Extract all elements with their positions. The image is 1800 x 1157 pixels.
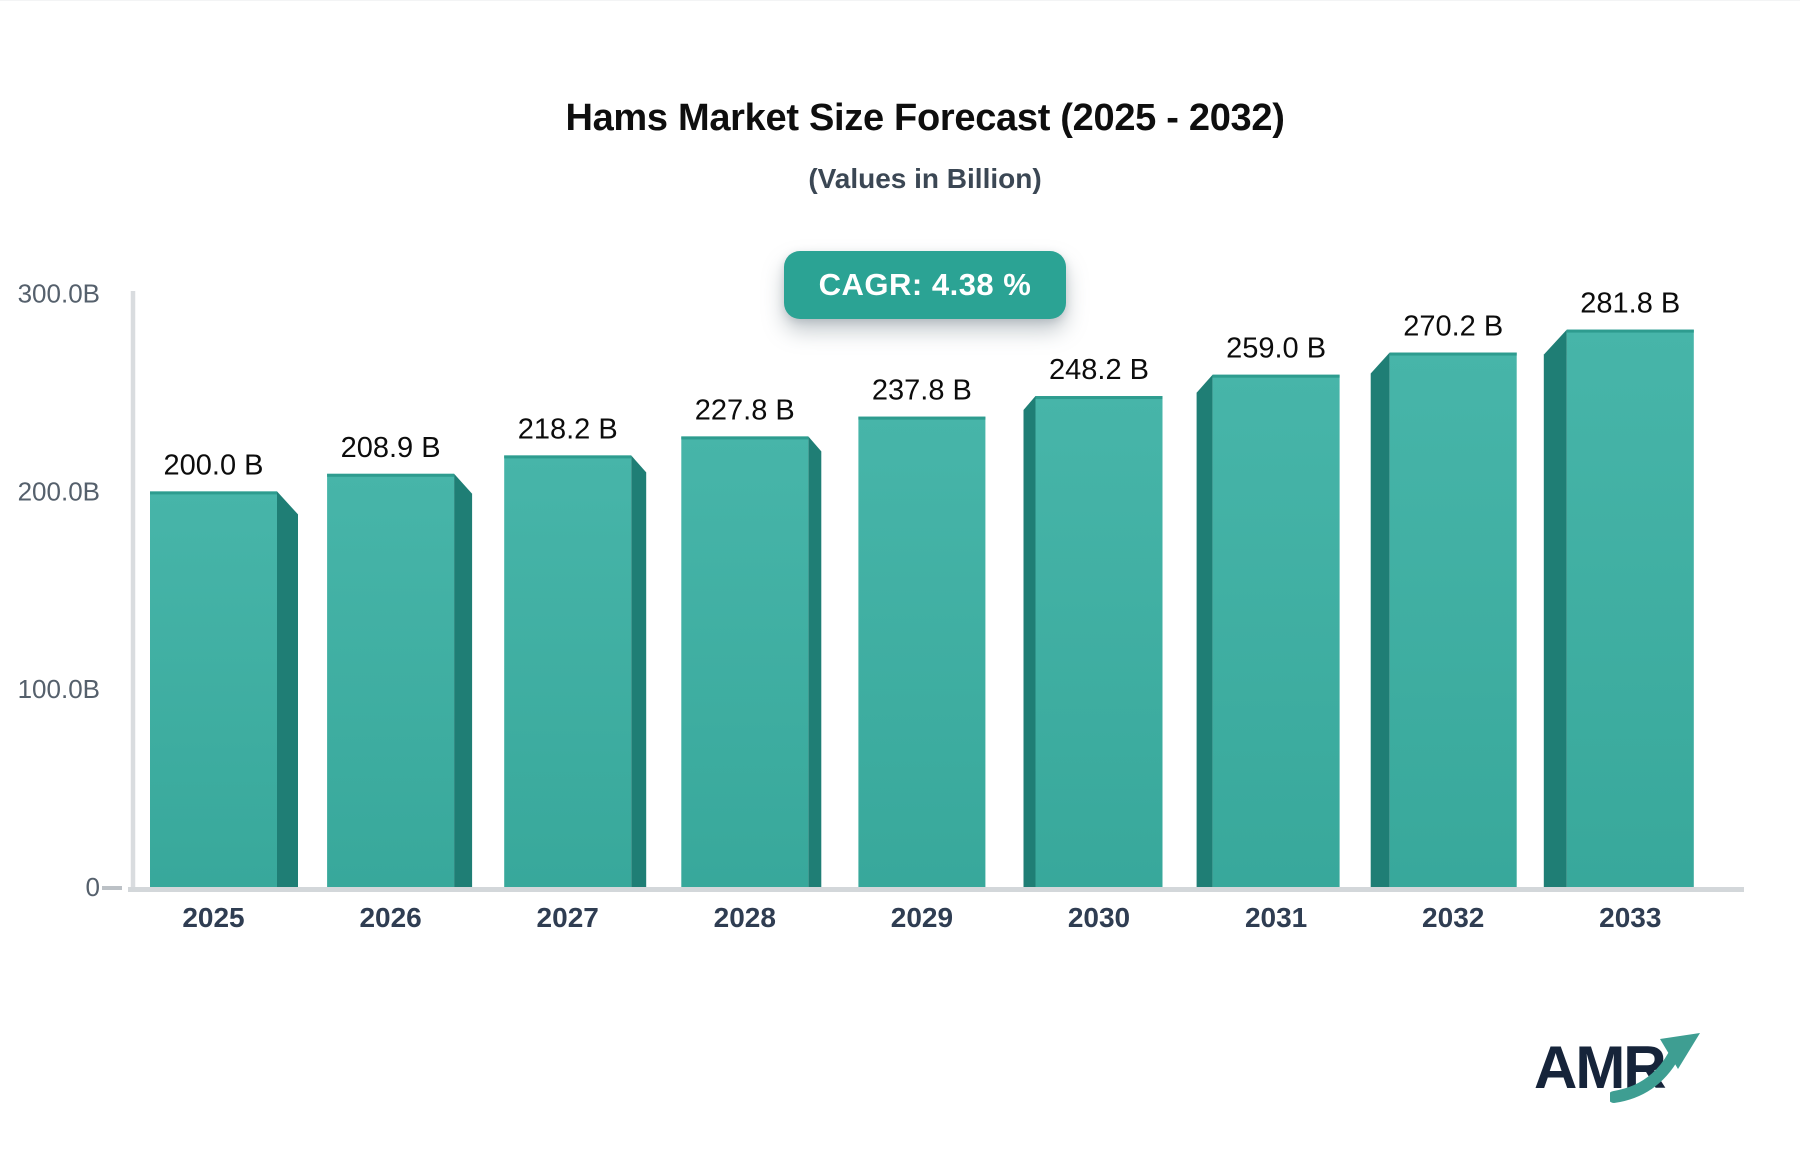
bar-front-face	[1212, 374, 1340, 887]
bar-side-face	[1023, 396, 1036, 887]
cagr-badge: CAGR: 4.38 %	[783, 251, 1067, 319]
bar-2025	[150, 491, 298, 887]
bar-front-face	[150, 491, 277, 887]
bar-side-face	[631, 455, 647, 887]
y-tick-label: 0	[86, 872, 100, 902]
bar-2031	[1196, 374, 1340, 887]
bar-top-edge	[1035, 396, 1163, 400]
cagr-badge-row: CAGR: 4.38 %	[50, 251, 1800, 319]
bar-front-face	[1566, 329, 1694, 887]
bar-value-label: 248.2 B	[1049, 354, 1149, 386]
bar-side-face	[277, 491, 298, 887]
bar-2026	[327, 473, 473, 887]
bar-2029	[858, 416, 986, 887]
bar-front-face	[504, 455, 632, 887]
bar-front-face	[327, 473, 455, 887]
bar-value-label: 218.2 B	[518, 413, 618, 445]
x-axis-year-label: 2030	[1068, 902, 1130, 933]
x-axis-year-label: 2029	[891, 902, 953, 933]
y-tick-label: 100.0B	[18, 674, 100, 704]
amr-logo: AMR	[1534, 1033, 1714, 1113]
bar-top-edge	[1389, 352, 1517, 356]
bar-side-face	[454, 473, 473, 887]
bar-top-edge	[327, 473, 455, 477]
bar-2033	[1543, 329, 1694, 887]
y-tick-label: 300.0B	[18, 279, 100, 309]
bar-top-edge	[1566, 329, 1694, 333]
x-axis-year-label: 2025	[182, 902, 244, 933]
bar-front-face	[1035, 396, 1163, 887]
bar-value-label: 270.2 B	[1403, 311, 1503, 343]
bar-value-label: 237.8 B	[872, 375, 972, 407]
bar-2027	[504, 455, 647, 887]
bar-top-edge	[681, 436, 809, 440]
bar-side-face	[1543, 329, 1567, 887]
bar-value-label: 200.0 B	[164, 449, 264, 481]
bar-front-face	[1389, 352, 1517, 887]
bar-2030	[1023, 396, 1163, 887]
bar-top-edge	[858, 416, 986, 420]
y-tick-label: 200.0B	[18, 476, 100, 506]
bar-2028	[681, 436, 822, 887]
bar-top-edge	[504, 455, 632, 459]
bar-value-label: 281.8 B	[1580, 288, 1680, 320]
bar-top-edge	[1212, 374, 1340, 378]
bar-front-face	[681, 436, 809, 887]
x-axis-year-label: 2026	[359, 902, 421, 933]
bar-value-label: 208.9 B	[341, 432, 441, 464]
bar-side-face	[1196, 374, 1213, 887]
bar-value-label: 227.8 B	[695, 394, 795, 426]
x-axis-year-label: 2032	[1422, 902, 1484, 933]
bar-side-face	[1370, 352, 1390, 887]
bar-2032	[1370, 352, 1517, 887]
bar-top-edge	[150, 491, 277, 495]
chart-subtitle: (Values in Billion)	[808, 163, 1042, 194]
growth-arrow-icon	[1610, 1033, 1700, 1103]
bar-value-label: 259.0 B	[1226, 333, 1326, 365]
bar-side-face	[808, 436, 822, 887]
x-axis-year-label: 2033	[1599, 902, 1661, 933]
x-axis-year-label: 2027	[537, 902, 599, 933]
x-axis-year-label: 2028	[714, 902, 776, 933]
chart-title: Hams Market Size Forecast (2025 - 2032)	[565, 97, 1285, 139]
bar-front-face	[858, 416, 986, 887]
x-axis-year-label: 2031	[1245, 902, 1307, 933]
